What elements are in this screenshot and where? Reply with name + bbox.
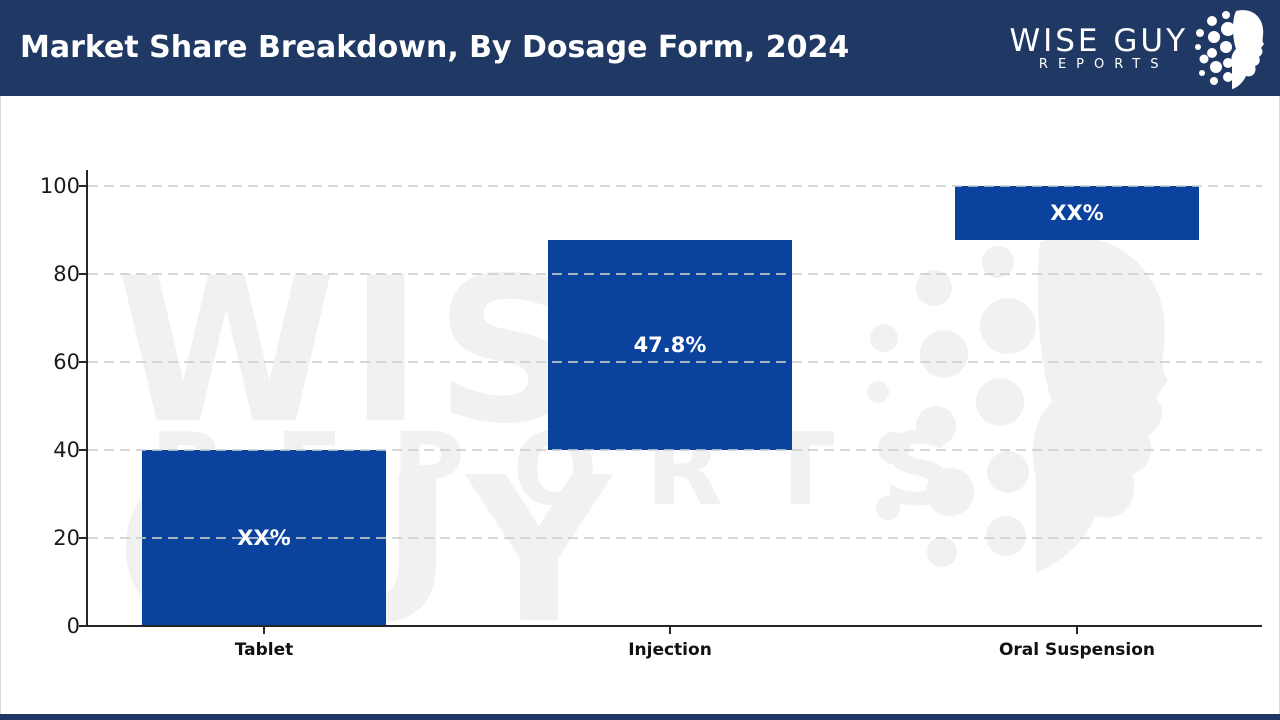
y-tick-mark-100 [79, 185, 86, 187]
logo-wordmark: WISE GUY [1009, 22, 1188, 59]
y-tick-mark-20 [79, 537, 86, 539]
wiseguy-logo-text: WISE GUY REPORTS [1009, 25, 1188, 73]
gridline-100 [88, 185, 1262, 187]
bar-value-label: 47.8% [633, 332, 707, 357]
footer-bar [0, 714, 1280, 720]
x-category-label: Tablet [234, 640, 294, 660]
y-tick-label-80: 80 [53, 262, 80, 286]
x-tick-mark-1 [263, 627, 265, 634]
x-axis-line [86, 625, 1262, 627]
bar-value-label: XX% [237, 526, 291, 550]
y-tick-mark-40 [79, 449, 86, 451]
y-tick-label-60: 60 [53, 350, 80, 374]
bar-value-label: XX% [1050, 200, 1104, 225]
y-axis-line [86, 170, 88, 627]
y-tick-label-0: 0 [66, 614, 80, 638]
y-tick-mark-0 [79, 625, 86, 627]
y-tick-mark-60 [79, 361, 86, 363]
y-tick-label-100: 100 [39, 174, 80, 198]
plot-area: 0 20 40 60 80 100 XX% 47.8% XX% Tablet Injection Or… [40, 174, 1262, 660]
watermark-head-icon [867, 236, 1168, 572]
x-category-label: Injection [628, 640, 712, 660]
header-bar: Market Share Breakdown, By Dosage Form, … [0, 0, 1280, 96]
y-tick-mark-80 [79, 273, 86, 275]
logo-subtitle: REPORTS [1038, 57, 1169, 73]
chart-title: Market Share Breakdown, By Dosage Form, … [20, 30, 850, 65]
gridline-60 [88, 361, 1262, 363]
x-category-label: Oral Suspension [998, 640, 1156, 660]
wiseguy-logo: WISE GUY REPORTS [1009, 6, 1266, 92]
gridline-20 [88, 537, 1262, 539]
gridline-80 [88, 273, 1262, 275]
bar-oral-suspension [955, 186, 1199, 240]
gridline-40 [88, 449, 1262, 451]
y-tick-label-40: 40 [53, 438, 80, 462]
x-tick-mark-3 [1076, 627, 1078, 634]
y-tick-label-20: 20 [53, 526, 80, 550]
x-tick-mark-2 [669, 627, 671, 634]
wiseguy-head-icon [1195, 10, 1264, 89]
